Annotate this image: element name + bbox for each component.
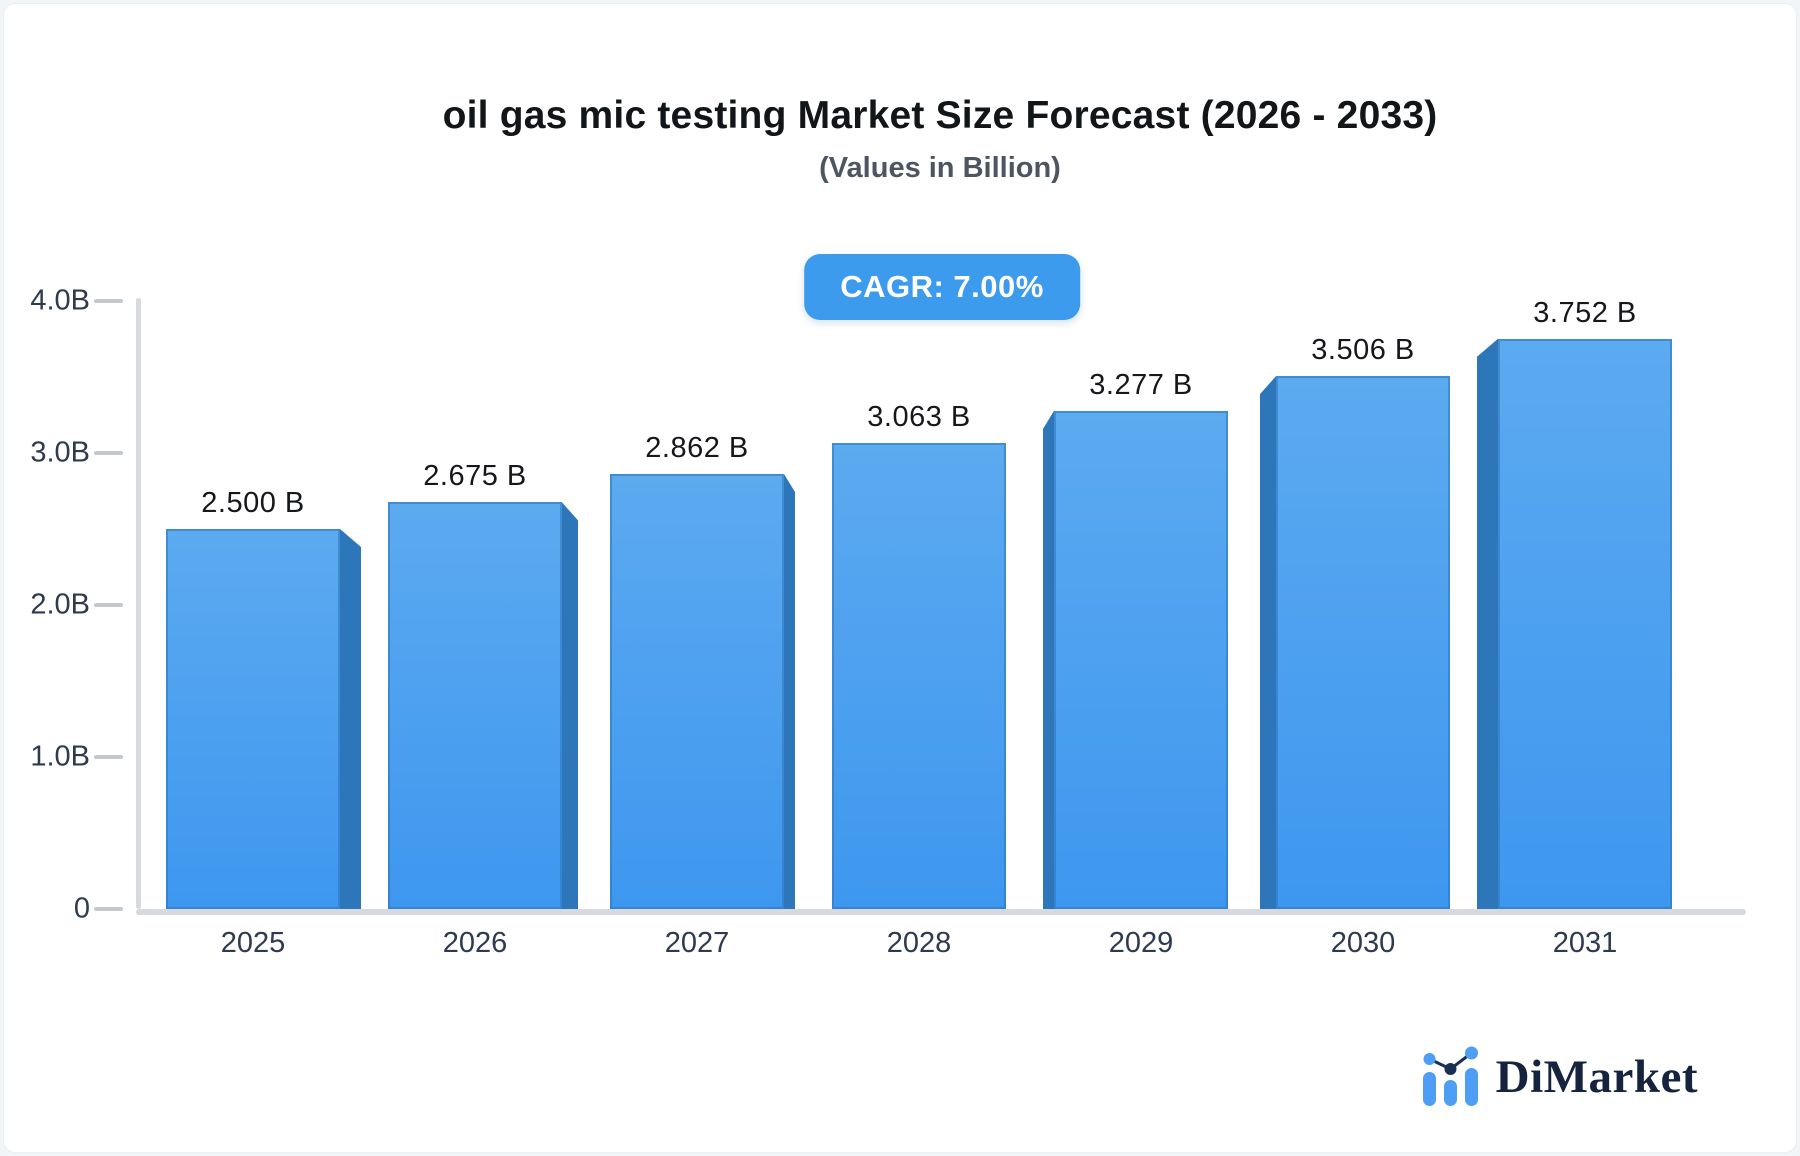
bar-slot-2026: 2.675 B [364, 301, 586, 909]
chart-card: oil gas mic testing Market Size Forecast… [3, 3, 1797, 1153]
y-tick-label: 2.0B [30, 588, 90, 621]
bar-slot-2025: 2.500 B [142, 301, 364, 909]
bar-value-label: 3.752 B [1533, 296, 1637, 329]
bar-value-label: 2.675 B [423, 460, 527, 493]
x-tick-label: 2029 [1108, 927, 1174, 959]
bar-2026: 2.675 B [388, 460, 578, 909]
bar-value-label: 3.277 B [1089, 368, 1193, 401]
y-tick-dash [94, 451, 123, 455]
bar-chart-logo-icon [1422, 1046, 1478, 1106]
bar-side-face [340, 529, 361, 909]
bar-2031: 3.752 B [1477, 297, 1672, 909]
bar-side-face [1043, 410, 1054, 909]
bar-2027: 2.862 B [610, 432, 795, 909]
plot-area: 4.0B 3.0B 2.0B 1.0B 0 2.500 B 2.675 B 2.862 B 3… [30, 285, 1746, 959]
x-tick-label: 2030 [1330, 927, 1396, 959]
y-tick-label: 0 [73, 892, 90, 925]
y-tick-dash [94, 755, 123, 759]
dimarket-logo: DiMarket [1422, 1046, 1698, 1108]
cagr-badge: CAGR: 7.00% [804, 254, 1080, 320]
y-tick-label: 4.0B [30, 284, 90, 317]
x-tick-label: 2031 [1552, 927, 1618, 959]
x-tick-label: 2026 [442, 927, 508, 959]
bar-side-face [784, 473, 795, 909]
y-tick-dash [94, 603, 123, 607]
chart-subtitle: (Values in Billion) [819, 152, 1061, 184]
bar-slot-2027: 2.862 B [586, 301, 808, 909]
bar-2028: 3.063 B [832, 401, 1006, 909]
x-axis-line [136, 909, 1746, 915]
bars: 2.500 B 2.675 B 2.862 B 3.063 B 3.277 B 3.506… [142, 297, 1696, 909]
chart-title: oil gas mic testing Market Size Forecast… [442, 94, 1438, 137]
bar-slot-2030: 3.506 B [1252, 301, 1474, 909]
bar-2029: 3.277 B [1043, 369, 1228, 909]
bar-value-label: 3.506 B [1311, 334, 1415, 367]
y-tick-label: 1.0B [30, 740, 90, 773]
bar-slot-2031: 3.752 B [1474, 297, 1696, 909]
x-labels: 2025 2026 2027 2028 2029 2030 2031 [142, 927, 1696, 960]
bar-2025: 2.500 B [166, 487, 361, 909]
bar-slot-2028: 3.063 B [808, 301, 1030, 909]
x-tick-label: 2025 [220, 927, 286, 959]
y-tick-dash [94, 299, 123, 303]
bar-value-label: 3.063 B [867, 401, 971, 434]
bar-side-face [562, 502, 578, 909]
bar-value-label: 2.500 B [201, 487, 305, 519]
y-tick-label: 3.0B [30, 436, 90, 469]
bar-side-face [1260, 376, 1276, 909]
x-tick-label: 2027 [664, 927, 730, 959]
y-tick-dash [94, 907, 123, 911]
x-tick-label: 2028 [886, 927, 952, 959]
bar-value-label: 2.862 B [645, 431, 749, 464]
y-axis-line [136, 298, 141, 909]
bar-slot-2029: 3.277 B [1030, 301, 1252, 909]
bar-2030: 3.506 B [1260, 334, 1450, 909]
bar-side-face [1477, 338, 1498, 909]
logo-text: DiMarket [1495, 1051, 1698, 1103]
